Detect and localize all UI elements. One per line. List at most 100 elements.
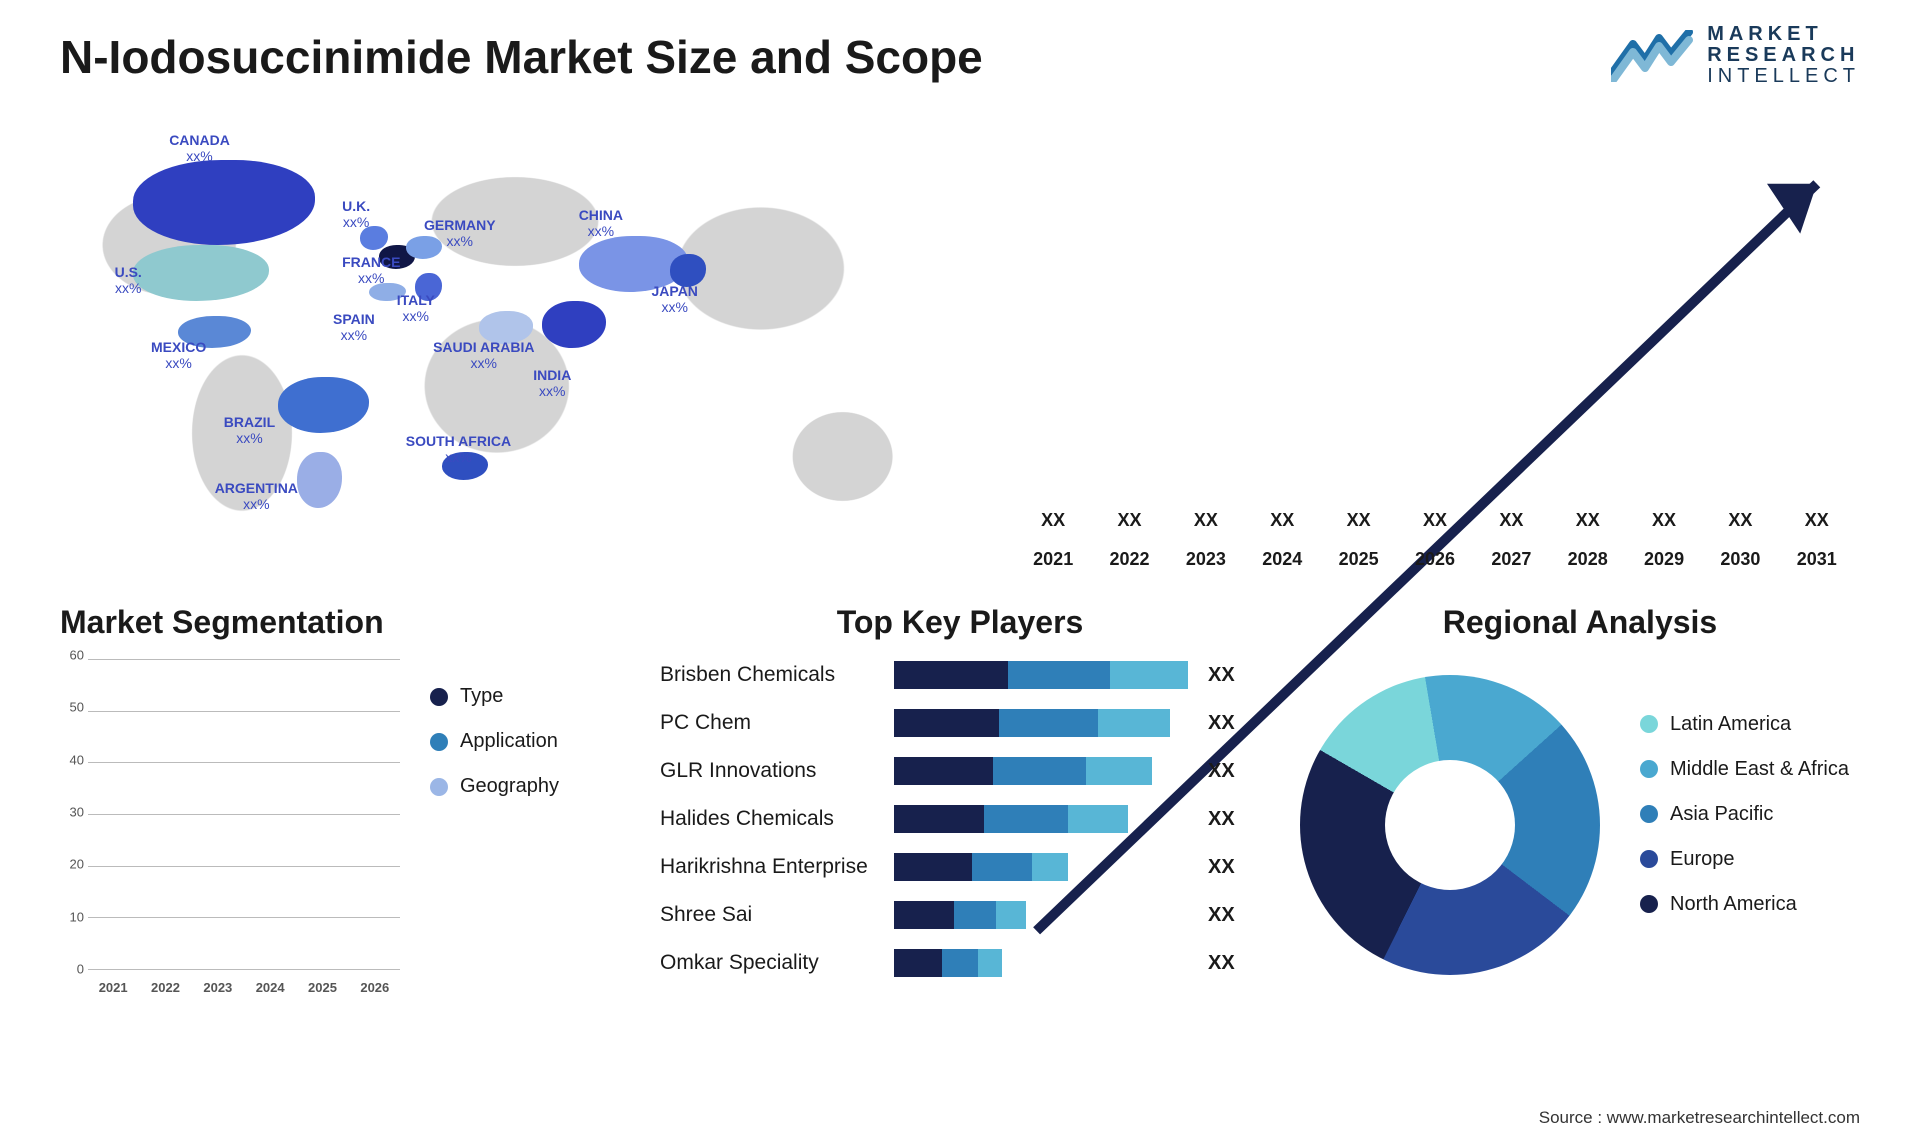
regional-panel: Regional Analysis Latin AmericaMiddle Ea… bbox=[1300, 604, 1860, 1024]
legend-swatch bbox=[430, 688, 448, 706]
key-player-bar-segment bbox=[1086, 757, 1152, 785]
seg-ytick: 40 bbox=[70, 752, 84, 767]
legend-label: Type bbox=[460, 685, 503, 708]
map-country-label: ITALYxx% bbox=[397, 292, 435, 324]
growth-year-label: 2022 bbox=[1096, 549, 1162, 570]
legend-label: Middle East & Africa bbox=[1670, 758, 1849, 781]
growth-bar-label: XX bbox=[1325, 510, 1391, 531]
growth-bar-label: XX bbox=[1478, 510, 1544, 531]
growth-bar-label: XX bbox=[1784, 510, 1850, 531]
key-player-bar-segment bbox=[942, 949, 978, 977]
map-country-label: JAPANxx% bbox=[652, 283, 698, 315]
key-player-value: XX bbox=[1208, 760, 1235, 783]
key-players-panel: Top Key Players Brisben ChemicalsXX PC Ch… bbox=[660, 604, 1260, 1024]
segmentation-legend: Type Application Geography bbox=[430, 655, 620, 995]
legend-label: North America bbox=[1670, 893, 1797, 916]
key-player-row: Brisben ChemicalsXX bbox=[660, 655, 1260, 695]
growth-year-label: 2024 bbox=[1249, 549, 1315, 570]
key-player-bar bbox=[894, 901, 1194, 929]
key-player-bar-segment bbox=[894, 709, 999, 737]
key-player-bar bbox=[894, 853, 1194, 881]
seg-ytick: 0 bbox=[77, 962, 84, 977]
legend-swatch bbox=[1640, 895, 1658, 913]
growth-chart: XXXXXXXXXXXXXXXXXXXXXX 20212022202320242… bbox=[1010, 104, 1860, 574]
world-map: CANADAxx%U.S.xx%MEXICOxx%BRAZILxx%ARGENT… bbox=[60, 104, 970, 574]
key-player-bar-segment bbox=[1098, 709, 1170, 737]
key-player-value: XX bbox=[1208, 712, 1235, 735]
key-player-row: Harikrishna Enterprise XX bbox=[660, 847, 1260, 887]
growth-year-label: 2027 bbox=[1478, 549, 1544, 570]
seg-year-label: 2022 bbox=[144, 980, 186, 995]
growth-year-label: 2028 bbox=[1555, 549, 1621, 570]
brand-logo: MARKET RESEARCH INTELLECT bbox=[1611, 24, 1860, 87]
growth-bar-label: XX bbox=[1249, 510, 1315, 531]
key-players-title: Top Key Players bbox=[660, 604, 1260, 641]
key-player-bar-segment bbox=[894, 661, 1008, 689]
legend-item: Geography bbox=[430, 775, 620, 798]
source-footer: Source : www.marketresearchintellect.com bbox=[1539, 1108, 1860, 1128]
seg-year-label: 2023 bbox=[197, 980, 239, 995]
key-player-name: Harikrishna Enterprise bbox=[660, 855, 880, 879]
key-player-bar-segment bbox=[894, 901, 954, 929]
map-country-label: INDIAxx% bbox=[533, 367, 571, 399]
regional-donut bbox=[1300, 675, 1600, 975]
key-player-bar-segment bbox=[894, 757, 993, 785]
legend-label: Europe bbox=[1670, 848, 1735, 871]
key-player-value: XX bbox=[1208, 808, 1235, 831]
key-player-bar-segment bbox=[993, 757, 1086, 785]
logo-mark-icon bbox=[1611, 30, 1693, 82]
key-player-row: Shree SaiXX bbox=[660, 895, 1260, 935]
segmentation-title: Market Segmentation bbox=[60, 604, 620, 641]
key-player-row: PC Chem XX bbox=[660, 703, 1260, 743]
map-country-label: SPAINxx% bbox=[333, 311, 375, 343]
seg-year-label: 2021 bbox=[92, 980, 134, 995]
key-player-bar-segment bbox=[972, 853, 1032, 881]
seg-gridline bbox=[88, 969, 400, 970]
legend-item: Latin America bbox=[1640, 713, 1860, 736]
key-player-bar bbox=[894, 949, 1194, 977]
key-player-bar bbox=[894, 661, 1194, 689]
key-player-bar-segment bbox=[1068, 805, 1128, 833]
legend-item: North America bbox=[1640, 893, 1860, 916]
logo-text: MARKET RESEARCH INTELLECT bbox=[1707, 24, 1860, 87]
key-player-bar bbox=[894, 709, 1194, 737]
map-country-label: U.K.xx% bbox=[342, 198, 370, 230]
key-player-value: XX bbox=[1208, 856, 1235, 879]
map-country-label: SAUDI ARABIAxx% bbox=[433, 339, 534, 371]
key-player-value: XX bbox=[1208, 904, 1235, 927]
growth-bar-label: XX bbox=[1173, 510, 1239, 531]
legend-label: Application bbox=[460, 730, 558, 753]
legend-swatch bbox=[430, 778, 448, 796]
key-player-name: Halides Chemicals bbox=[660, 807, 880, 831]
key-player-bar-segment bbox=[894, 853, 972, 881]
growth-year-label: 2030 bbox=[1707, 549, 1773, 570]
map-country-label: GERMANYxx% bbox=[424, 217, 496, 249]
map-country-label: MEXICOxx% bbox=[151, 339, 206, 371]
growth-bar-label: XX bbox=[1402, 510, 1468, 531]
legend-item: Type bbox=[430, 685, 620, 708]
legend-swatch bbox=[1640, 715, 1658, 733]
growth-bar-label: XX bbox=[1707, 510, 1773, 531]
seg-year-label: 2024 bbox=[249, 980, 291, 995]
legend-swatch bbox=[1640, 850, 1658, 868]
key-player-bar-segment bbox=[999, 709, 1098, 737]
legend-item: Middle East & Africa bbox=[1640, 758, 1860, 781]
growth-bar-label: XX bbox=[1020, 510, 1086, 531]
key-player-bar bbox=[894, 805, 1194, 833]
key-player-bar-segment bbox=[1032, 853, 1068, 881]
seg-ytick: 10 bbox=[70, 909, 84, 924]
growth-year-label: 2021 bbox=[1020, 549, 1086, 570]
seg-ytick: 60 bbox=[70, 648, 84, 663]
key-player-bar-segment bbox=[984, 805, 1068, 833]
key-player-name: PC Chem bbox=[660, 711, 880, 735]
key-player-value: XX bbox=[1208, 952, 1235, 975]
key-player-bar-segment bbox=[894, 949, 942, 977]
legend-label: Asia Pacific bbox=[1670, 803, 1773, 826]
key-player-bar-segment bbox=[978, 949, 1002, 977]
growth-bar-label: XX bbox=[1096, 510, 1162, 531]
seg-ytick: 30 bbox=[70, 805, 84, 820]
growth-bar-label: XX bbox=[1631, 510, 1697, 531]
page-title: N-Iodosuccinimide Market Size and Scope bbox=[60, 30, 1860, 84]
map-country-label: SOUTH AFRICAxx% bbox=[406, 433, 511, 465]
growth-bar-label: XX bbox=[1555, 510, 1621, 531]
